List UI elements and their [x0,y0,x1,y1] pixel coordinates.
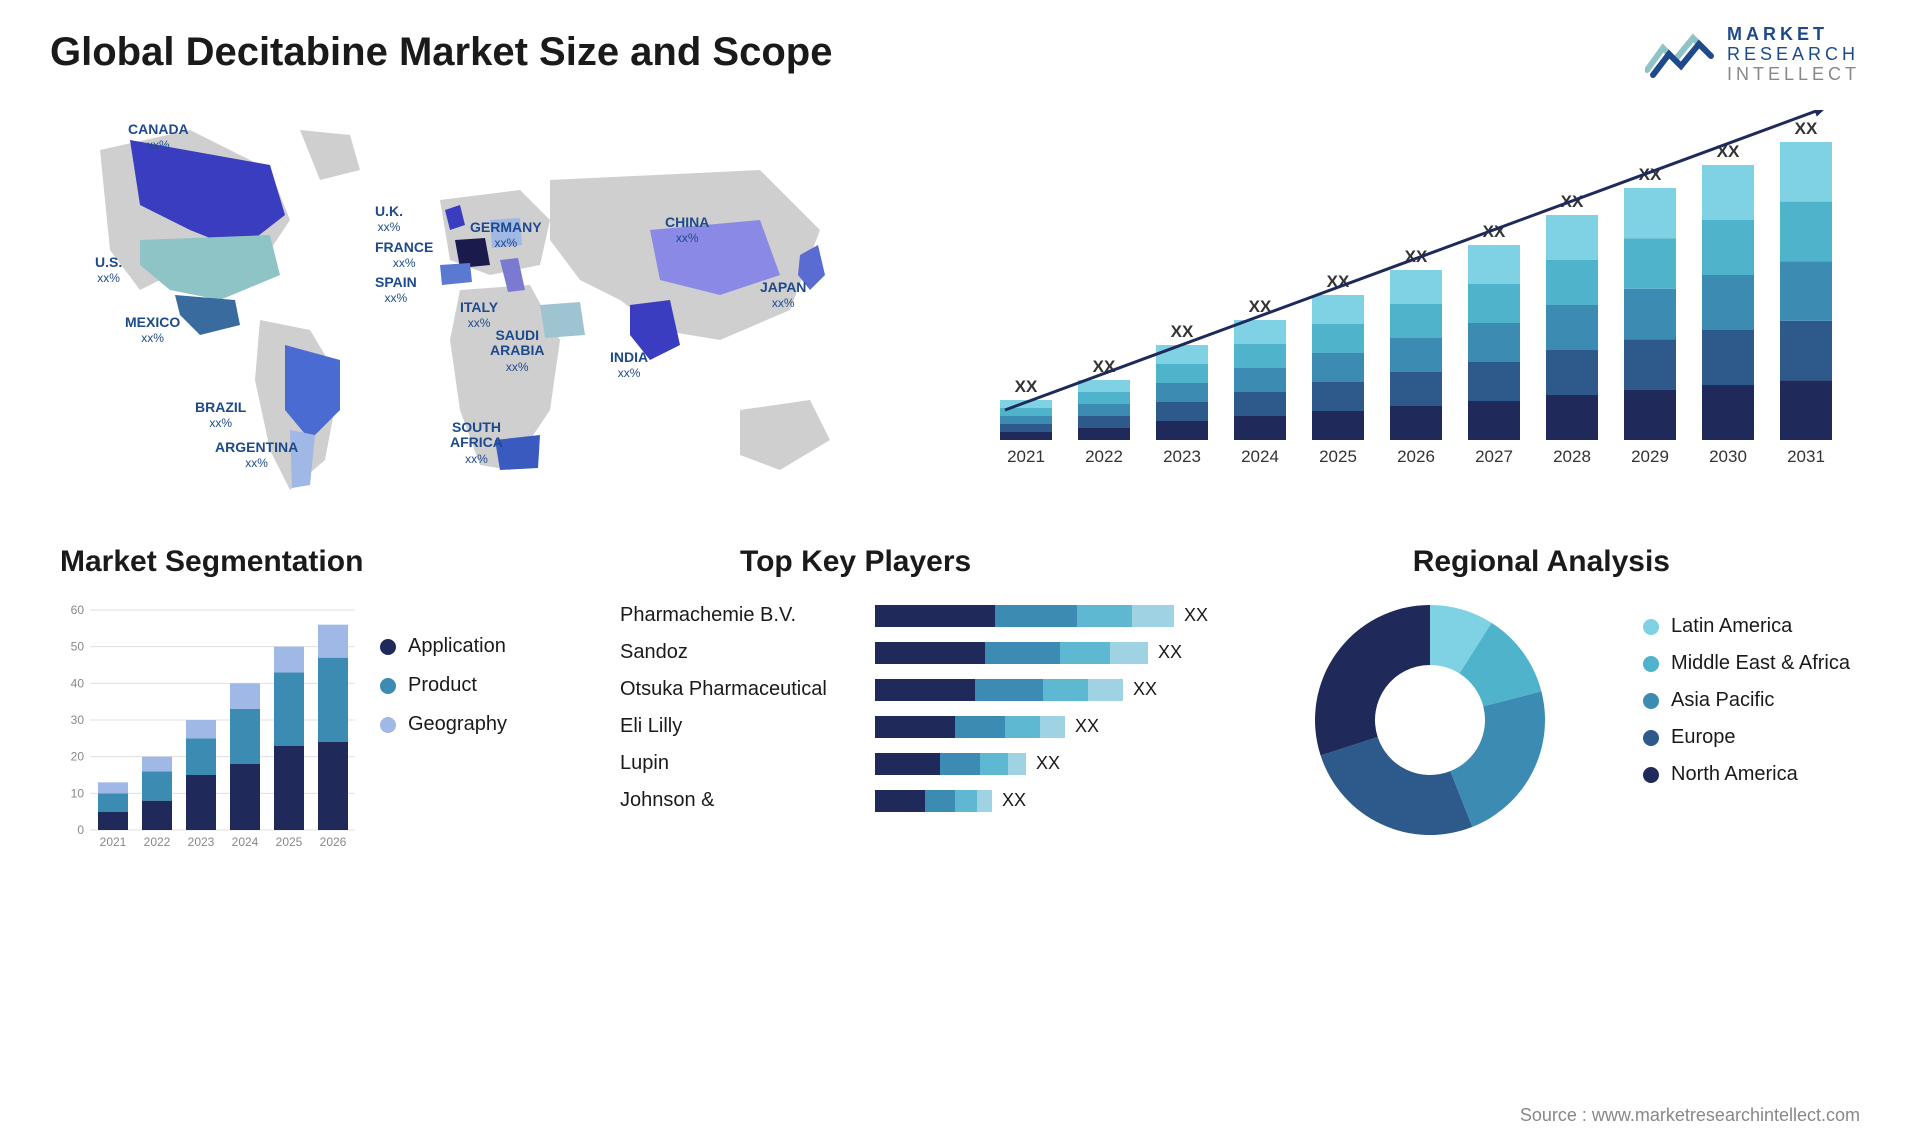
page-title: Global Decitabine Market Size and Scope [50,30,832,75]
svg-text:2025: 2025 [276,835,303,849]
svg-text:2026: 2026 [1397,447,1435,466]
player-row: Eli Lilly XX [620,715,1260,738]
map-label-germany: GERMANYxx% [470,220,542,251]
source-credit: Source : www.marketresearchintellect.com [1520,1105,1860,1126]
map-label-saudi: SAUDIARABIAxx% [490,328,544,374]
svg-text:2023: 2023 [188,835,215,849]
svg-text:10: 10 [71,786,85,800]
map-label-france: FRANCExx% [375,240,433,271]
svg-text:50: 50 [71,640,85,654]
player-row: Otsuka Pharmaceutical XX [620,678,1260,701]
svg-text:40: 40 [71,676,85,690]
regional-chart: Latin America Middle East & Africa Asia Pa… [1290,550,1850,850]
region-legend-item: Middle East & Africa [1643,652,1850,675]
svg-text:2024: 2024 [232,835,259,849]
logo-text-2: RESEARCH [1727,45,1860,65]
player-value: XX [1075,716,1099,737]
map-label-italy: ITALYxx% [460,300,498,331]
seg-legend-application: Application [380,635,507,658]
player-name: Otsuka Pharmaceutical [620,678,875,701]
player-bar [875,605,1174,627]
player-name: Lupin [620,752,875,775]
player-bar [875,679,1123,701]
map-label-argentina: ARGENTINAxx% [215,440,298,471]
map-label-brazil: BRAZILxx% [195,400,246,431]
svg-text:XX: XX [1015,377,1038,396]
player-value: XX [1002,790,1026,811]
map-label-china: CHINAxx% [665,215,709,246]
region-legend-item: North America [1643,763,1850,786]
player-bar [875,753,1026,775]
segmentation-legend: Application Product Geography [380,635,507,752]
logo-text-1: MARKET [1727,25,1860,45]
player-name: Eli Lilly [620,715,875,738]
logo-text-3: INTELLECT [1727,65,1860,85]
key-players-title: Top Key Players [740,545,971,579]
player-bar [875,790,992,812]
map-label-us: U.S.xx% [95,255,122,286]
svg-text:2026: 2026 [320,835,347,849]
svg-text:2023: 2023 [1163,447,1201,466]
seg-legend-geography: Geography [380,713,507,736]
svg-text:2024: 2024 [1241,447,1279,466]
player-row: Pharmachemie B.V. XX [620,604,1260,627]
svg-text:2022: 2022 [144,835,171,849]
svg-text:2030: 2030 [1709,447,1747,466]
region-legend-item: Asia Pacific [1643,689,1850,712]
svg-text:2021: 2021 [1007,447,1045,466]
map-label-spain: SPAINxx% [375,275,417,306]
svg-text:20: 20 [71,750,85,764]
player-value: XX [1133,679,1157,700]
key-players-chart: Pharmachemie B.V.XXSandozXXOtsuka Pharma… [620,590,1260,880]
svg-text:2029: 2029 [1631,447,1669,466]
growth-chart: 2021XX2022XX2023XX2024XX2025XX2026XX2027… [980,110,1860,480]
svg-text:2022: 2022 [1085,447,1123,466]
svg-text:XX: XX [1795,119,1818,138]
region-legend-item: Europe [1643,726,1850,749]
brand-logo: MARKET RESEARCH INTELLECT [1645,25,1860,84]
map-label-uk: U.K.xx% [375,204,403,235]
regional-legend: Latin America Middle East & Africa Asia Pa… [1643,615,1850,800]
player-name: Pharmachemie B.V. [620,604,875,627]
map-label-japan: JAPANxx% [760,280,806,311]
player-bar [875,642,1148,664]
world-map: CANADAxx% U.S.xx% MEXICOxx% BRAZILxx% ARGENT… [40,110,870,510]
svg-text:2025: 2025 [1319,447,1357,466]
player-name: Sandoz [620,641,875,664]
svg-text:2027: 2027 [1475,447,1513,466]
segmentation-chart: 0 10 20 30 40 50 60 2021 2022 2023 2024 2025 2026 Ap… [60,590,540,880]
player-name: Johnson & [620,789,875,812]
svg-text:0: 0 [77,823,84,837]
svg-text:60: 60 [71,603,85,617]
region-legend-item: Latin America [1643,615,1850,638]
seg-legend-product: Product [380,674,507,697]
player-value: XX [1184,605,1208,626]
svg-text:2021: 2021 [100,835,127,849]
map-label-southafrica: SOUTHAFRICAxx% [450,420,503,466]
player-bar [875,716,1065,738]
svg-text:30: 30 [71,713,85,727]
player-row: Johnson & XX [620,789,1260,812]
svg-text:2031: 2031 [1787,447,1825,466]
segmentation-title: Market Segmentation [60,545,363,579]
player-value: XX [1036,753,1060,774]
logo-mark-icon [1645,30,1715,80]
player-row: Sandoz XX [620,641,1260,664]
map-label-india: INDIAxx% [610,350,648,381]
player-value: XX [1158,642,1182,663]
svg-text:XX: XX [1171,322,1194,341]
svg-text:2028: 2028 [1553,447,1591,466]
player-row: Lupin XX [620,752,1260,775]
map-label-canada: CANADAxx% [128,122,189,153]
map-label-mexico: MEXICOxx% [125,315,180,346]
